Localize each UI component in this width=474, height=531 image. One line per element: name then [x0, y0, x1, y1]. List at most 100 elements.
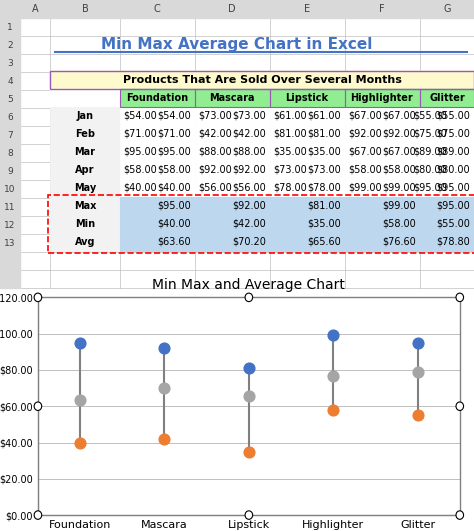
Bar: [20, 18, 474, 288]
Bar: [0, 0, 474, 41]
Bar: [270, 233, 345, 251]
Text: 8: 8: [7, 149, 13, 158]
Text: $95.00: $95.00: [436, 201, 470, 211]
Bar: [50, 215, 120, 233]
Bar: [50, 89, 120, 107]
Max: [414, 338, 421, 347]
Bar: [195, 89, 270, 107]
Bar: [50, 71, 474, 89]
Text: Products That Are Sold Over Several Months: Products That Are Sold Over Several Mont…: [123, 75, 401, 85]
Text: Mascara: Mascara: [209, 93, 255, 103]
Text: $95.00: $95.00: [436, 183, 470, 193]
Text: F: F: [379, 4, 385, 14]
Text: Feb: Feb: [75, 129, 95, 139]
Text: $75.00: $75.00: [436, 129, 470, 139]
Min: [414, 411, 421, 419]
Text: $92.00: $92.00: [348, 129, 382, 139]
Text: 9: 9: [7, 167, 13, 176]
Text: $99.00: $99.00: [348, 183, 382, 193]
Text: $61.00: $61.00: [273, 111, 307, 121]
Text: $67.00: $67.00: [382, 147, 416, 157]
Text: $58.00: $58.00: [382, 219, 416, 229]
Text: $99.00: $99.00: [383, 183, 416, 193]
Max: [245, 364, 253, 372]
Text: $55.00: $55.00: [436, 219, 470, 229]
Text: $95.00: $95.00: [157, 147, 191, 157]
Bar: [270, 161, 345, 179]
Text: $81.00: $81.00: [307, 129, 341, 139]
Text: $35.00: $35.00: [307, 219, 341, 229]
Bar: [345, 89, 420, 107]
Text: Jan: Jan: [76, 111, 93, 121]
Text: 13: 13: [4, 238, 16, 247]
Text: 2: 2: [7, 40, 13, 49]
Max: [76, 338, 84, 347]
Text: 1: 1: [7, 22, 13, 31]
Bar: [50, 89, 120, 107]
Min: [245, 447, 253, 456]
Bar: [420, 179, 474, 197]
Bar: [420, 161, 474, 179]
Text: $73.00: $73.00: [307, 165, 341, 175]
Text: $76.60: $76.60: [382, 237, 416, 247]
Bar: [195, 197, 270, 215]
Text: E: E: [304, 4, 310, 14]
Text: $92.00: $92.00: [232, 165, 266, 175]
Text: Avg: Avg: [75, 237, 95, 247]
Bar: [120, 89, 195, 107]
Text: $54.00: $54.00: [157, 111, 191, 121]
Text: $67.00: $67.00: [348, 147, 382, 157]
Text: A: A: [32, 4, 38, 14]
Bar: [120, 125, 195, 143]
Bar: [120, 161, 195, 179]
Text: $73.00: $73.00: [232, 111, 266, 121]
Bar: [270, 143, 345, 161]
Text: $88.00: $88.00: [232, 147, 266, 157]
Title: Min Max and Average Chart: Min Max and Average Chart: [153, 278, 345, 292]
Text: 4: 4: [7, 76, 13, 85]
Bar: [195, 125, 270, 143]
Text: $92.00: $92.00: [232, 201, 266, 211]
Text: $73.00: $73.00: [198, 111, 232, 121]
Text: $58.00: $58.00: [157, 165, 191, 175]
Bar: [345, 197, 420, 215]
Max: [329, 331, 337, 340]
Text: $78.80: $78.80: [436, 237, 470, 247]
Text: 6: 6: [7, 113, 13, 122]
Text: $42.00: $42.00: [198, 129, 232, 139]
Avg: [414, 368, 421, 376]
Text: $54.00: $54.00: [123, 111, 157, 121]
Min: [161, 434, 168, 443]
Text: Highlighter: Highlighter: [351, 93, 413, 103]
Bar: [420, 143, 474, 161]
Text: $80.00: $80.00: [413, 165, 447, 175]
Bar: [345, 161, 420, 179]
Text: $73.00: $73.00: [273, 165, 307, 175]
Bar: [345, 215, 420, 233]
Bar: [195, 179, 270, 197]
Bar: [120, 89, 195, 107]
Bar: [50, 197, 120, 215]
Bar: [48, 195, 474, 253]
Text: $56.00: $56.00: [232, 183, 266, 193]
Text: $35.00: $35.00: [273, 147, 307, 157]
Text: $40.00: $40.00: [157, 183, 191, 193]
Text: May: May: [74, 183, 96, 193]
Bar: [420, 215, 474, 233]
Text: $71.00: $71.00: [123, 129, 157, 139]
Text: 5: 5: [7, 95, 13, 104]
Min: [76, 438, 84, 447]
Bar: [195, 215, 270, 233]
Text: $67.00: $67.00: [348, 111, 382, 121]
Bar: [0, 0, 474, 18]
Text: $58.00: $58.00: [382, 165, 416, 175]
Bar: [420, 107, 474, 125]
Text: $67.00: $67.00: [382, 111, 416, 121]
Text: $88.00: $88.00: [199, 147, 232, 157]
Bar: [270, 179, 345, 197]
Text: $95.00: $95.00: [123, 147, 157, 157]
Text: 3: 3: [7, 58, 13, 67]
Avg: [76, 396, 84, 404]
Text: Max: Max: [74, 201, 96, 211]
Text: $99.00: $99.00: [383, 201, 416, 211]
